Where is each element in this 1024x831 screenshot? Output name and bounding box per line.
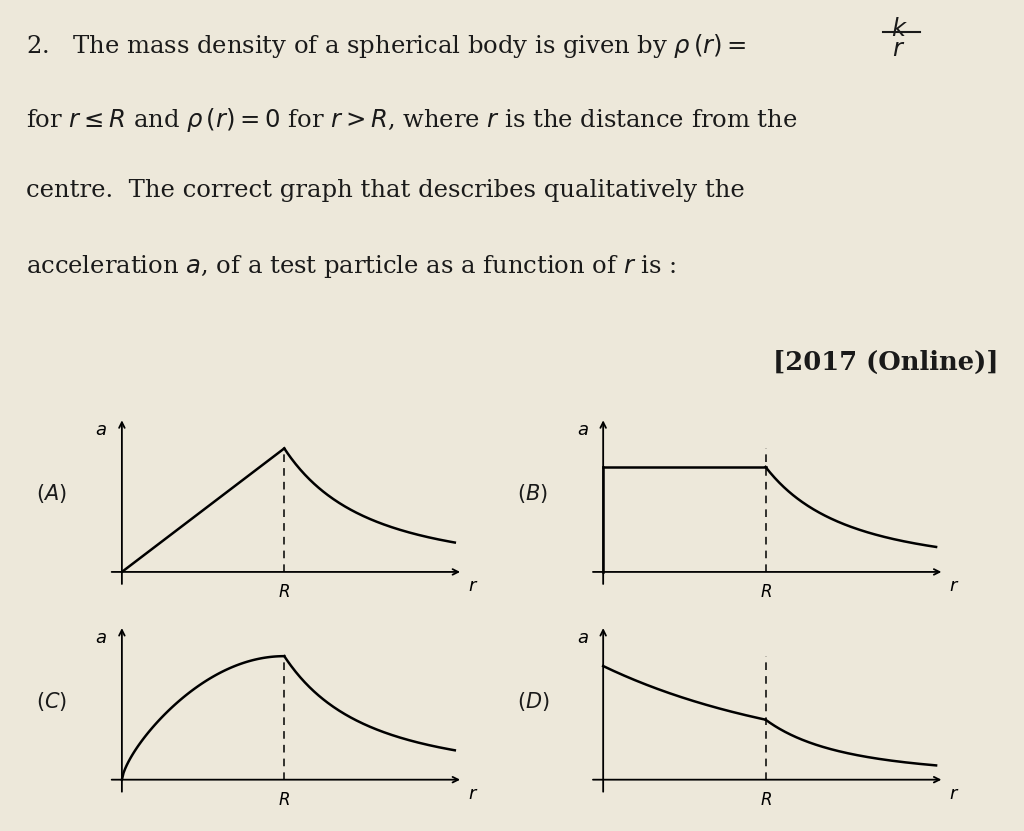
Text: for $r \leq R$ and $\rho\,(r) = 0$ for $r > R$, where $r$ is the distance from t: for $r \leq R$ and $\rho\,(r) = 0$ for $… — [26, 106, 797, 134]
Text: $(C)$: $(C)$ — [36, 690, 67, 713]
Text: $a$: $a$ — [577, 421, 589, 440]
Text: $R$: $R$ — [760, 792, 771, 809]
Text: $r$: $r$ — [893, 38, 905, 61]
Text: acceleration $a$, of a test particle as a function of $r$ is :: acceleration $a$, of a test particle as … — [26, 253, 676, 280]
Text: $R$: $R$ — [279, 584, 290, 602]
Text: $R$: $R$ — [760, 584, 771, 602]
Text: $a$: $a$ — [95, 629, 108, 647]
Text: $a$: $a$ — [95, 421, 108, 440]
Text: $(D)$: $(D)$ — [517, 690, 550, 713]
Text: $r$: $r$ — [468, 577, 478, 595]
Text: $r$: $r$ — [949, 784, 959, 803]
Text: $r$: $r$ — [468, 784, 478, 803]
Text: $(B)$: $(B)$ — [517, 482, 548, 505]
Text: 2.   The mass density of a spherical body is given by $\rho\,(r) =$: 2. The mass density of a spherical body … — [26, 32, 746, 60]
Text: $(A)$: $(A)$ — [36, 482, 67, 505]
Text: $a$: $a$ — [577, 629, 589, 647]
Text: centre.  The correct graph that describes qualitatively the: centre. The correct graph that describes… — [26, 179, 744, 203]
Text: $k$: $k$ — [891, 18, 907, 41]
Text: [2017 (Online)]: [2017 (Online)] — [773, 350, 998, 375]
Text: $r$: $r$ — [949, 577, 959, 595]
Text: $R$: $R$ — [279, 792, 290, 809]
